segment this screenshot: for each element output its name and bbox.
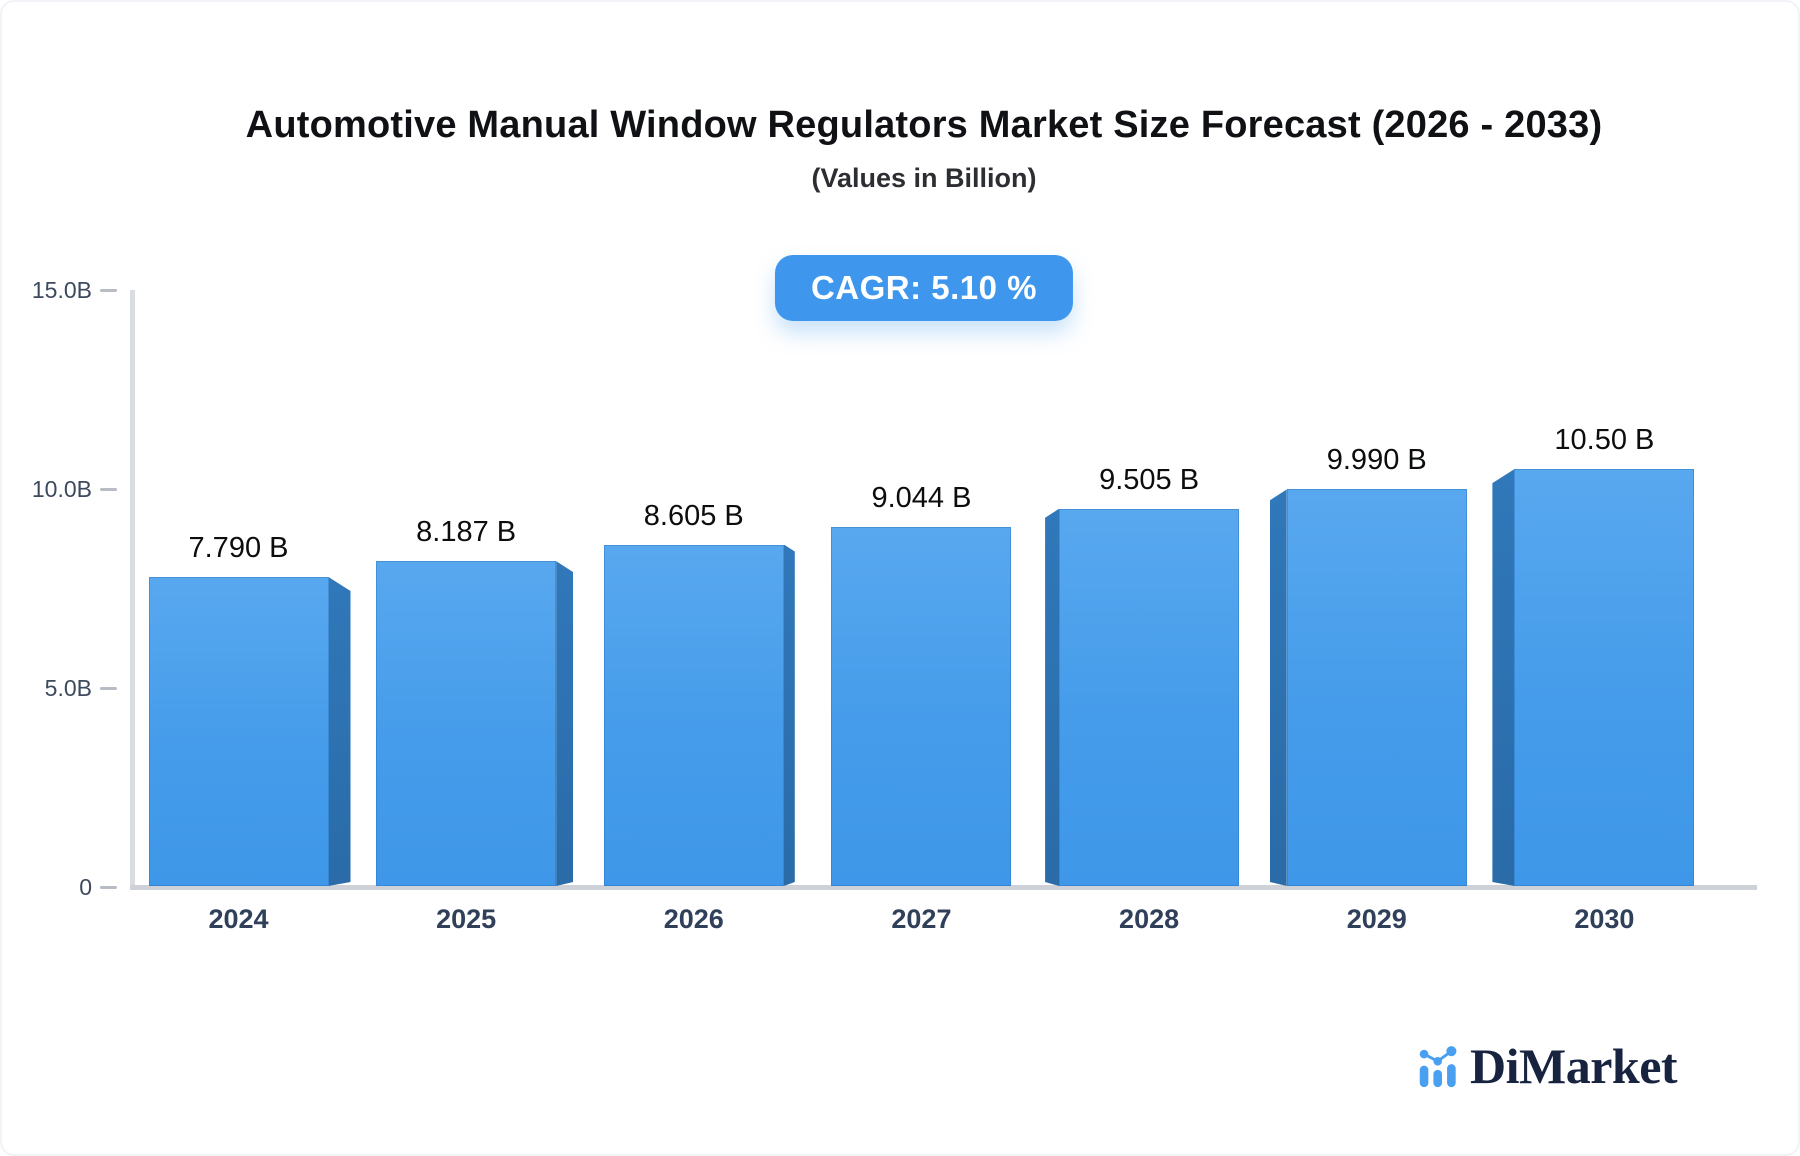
bar-2026 bbox=[603, 544, 784, 886]
page-title: Automotive Manual Window Regulators Mark… bbox=[245, 104, 1603, 146]
x-axis-label-2025: 2025 bbox=[436, 904, 497, 934]
bar-chart-trend-icon bbox=[1419, 1046, 1457, 1088]
x-axis-label-2028: 2028 bbox=[1119, 904, 1180, 934]
y-tick-mark bbox=[100, 686, 117, 690]
x-axis-label-2024: 2024 bbox=[208, 904, 269, 934]
bar-value-label: 8.605 B bbox=[643, 499, 744, 532]
bar-value-label: 9.505 B bbox=[1099, 463, 1200, 496]
chart-header: Automotive Manual Window Regulators Mark… bbox=[48, 0, 1800, 321]
logo-wordmark: DiMarket bbox=[1470, 1038, 1678, 1094]
bar-side-face bbox=[1270, 489, 1287, 886]
y-tick-label: 15.0B bbox=[31, 277, 92, 303]
bar-2030 bbox=[1514, 469, 1695, 886]
bar-2027 bbox=[831, 527, 1012, 886]
bar-2025 bbox=[376, 561, 557, 886]
bar-2028 bbox=[1059, 508, 1240, 886]
x-axis-label-2029: 2029 bbox=[1346, 904, 1407, 934]
dimarket-logo: DiMarket bbox=[1414, 1038, 1678, 1094]
bar-side-face bbox=[784, 545, 795, 886]
bar-value-label: 8.187 B bbox=[416, 516, 517, 549]
x-axis-baseline bbox=[130, 885, 1757, 890]
y-tick-mark bbox=[100, 288, 117, 292]
bar-side-face bbox=[1045, 509, 1059, 886]
bar-value-label: 10.50 B bbox=[1554, 424, 1655, 457]
x-axis-label-2030: 2030 bbox=[1574, 904, 1635, 934]
y-tick-mark bbox=[100, 885, 117, 889]
bar-2024 bbox=[148, 576, 329, 886]
bar-2029 bbox=[1286, 489, 1467, 886]
bar-value-label: 7.790 B bbox=[188, 531, 289, 564]
chart-subtitle: (Values in Billion) bbox=[811, 163, 1037, 193]
bar-side-face bbox=[556, 561, 573, 886]
cagr-badge: CAGR: 5.10 % bbox=[774, 255, 1074, 321]
bar-side-face bbox=[329, 577, 351, 886]
bar-value-label: 9.044 B bbox=[871, 482, 972, 515]
y-tick-mark bbox=[100, 487, 117, 491]
y-tick-label: 5.0B bbox=[44, 675, 92, 701]
bar-value-label: 9.990 B bbox=[1326, 444, 1427, 477]
y-tick-label: 10.0B bbox=[31, 476, 92, 502]
y-tick-label: 0 bbox=[79, 874, 92, 900]
x-axis-label-2026: 2026 bbox=[663, 904, 724, 934]
y-axis-line bbox=[130, 290, 135, 889]
bar-side-face bbox=[1492, 469, 1514, 886]
x-axis-label-2027: 2027 bbox=[891, 904, 952, 934]
